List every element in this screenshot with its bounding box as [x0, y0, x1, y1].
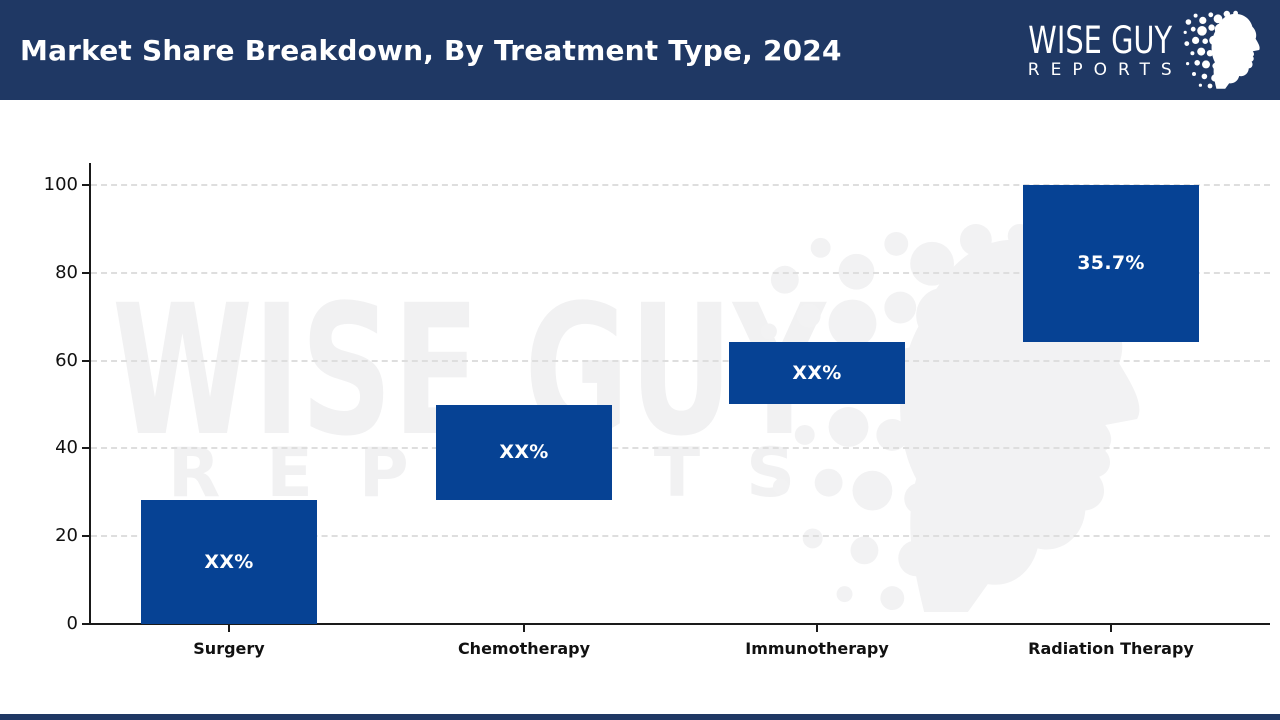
y-tick	[82, 623, 89, 625]
header: Market Share Breakdown, By Treatment Typ…	[0, 0, 1280, 100]
x-axis-line	[89, 623, 1270, 625]
bar-chemotherapy: XX%	[436, 404, 612, 501]
x-axis-label: Radiation Therapy	[1028, 639, 1194, 658]
y-gridline	[91, 271, 1270, 274]
y-gridline	[91, 184, 1270, 186]
x-axis-label: Surgery	[193, 639, 265, 658]
x-tick	[816, 625, 818, 632]
bar-value-label: XX%	[204, 551, 254, 574]
y-tick	[82, 447, 89, 450]
logo-wordmark: WISE GUY	[1027, 18, 1172, 62]
bar-surgery: XX%	[141, 500, 317, 624]
y-tick-label: 20	[55, 525, 78, 547]
wise-guy-reports-logo: WISE GUY REPORTS	[1008, 8, 1262, 92]
x-axis-label: Immunotherapy	[745, 639, 889, 658]
logo-text: WISE GUY REPORTS	[1008, 22, 1192, 79]
y-tick	[82, 359, 89, 362]
dotted-head-logo-icon	[1183, 10, 1260, 89]
bar-value-label: XX%	[792, 362, 842, 385]
y-gridline	[91, 359, 1270, 362]
y-gridline	[91, 447, 1270, 450]
x-tick	[228, 625, 230, 632]
x-tick	[523, 625, 525, 632]
y-tick-label: 40	[55, 437, 78, 459]
y-tick-label: 100	[43, 174, 78, 195]
y-tick-label: 80	[55, 261, 78, 283]
bar-immunotherapy: XX%	[729, 341, 905, 405]
bar-radiation-therapy: 35.7%	[1023, 185, 1199, 342]
y-tick	[82, 184, 89, 186]
bar-value-label: 35.7%	[1077, 252, 1145, 275]
y-tick-label: 0	[66, 613, 78, 634]
bar-value-label: XX%	[499, 441, 549, 464]
y-tick	[82, 271, 89, 274]
y-tick-label: 60	[55, 349, 78, 371]
y-tick	[82, 535, 89, 538]
x-axis-label: Chemotherapy	[457, 639, 591, 658]
y-gridline	[91, 535, 1270, 538]
y-axis-line	[89, 163, 91, 625]
chart-title: Market Share Breakdown, By Treatment Typ…	[20, 33, 842, 67]
x-tick	[1110, 625, 1112, 632]
logo-subtitle: REPORTS	[1027, 59, 1183, 80]
footer-strip	[0, 714, 1280, 720]
